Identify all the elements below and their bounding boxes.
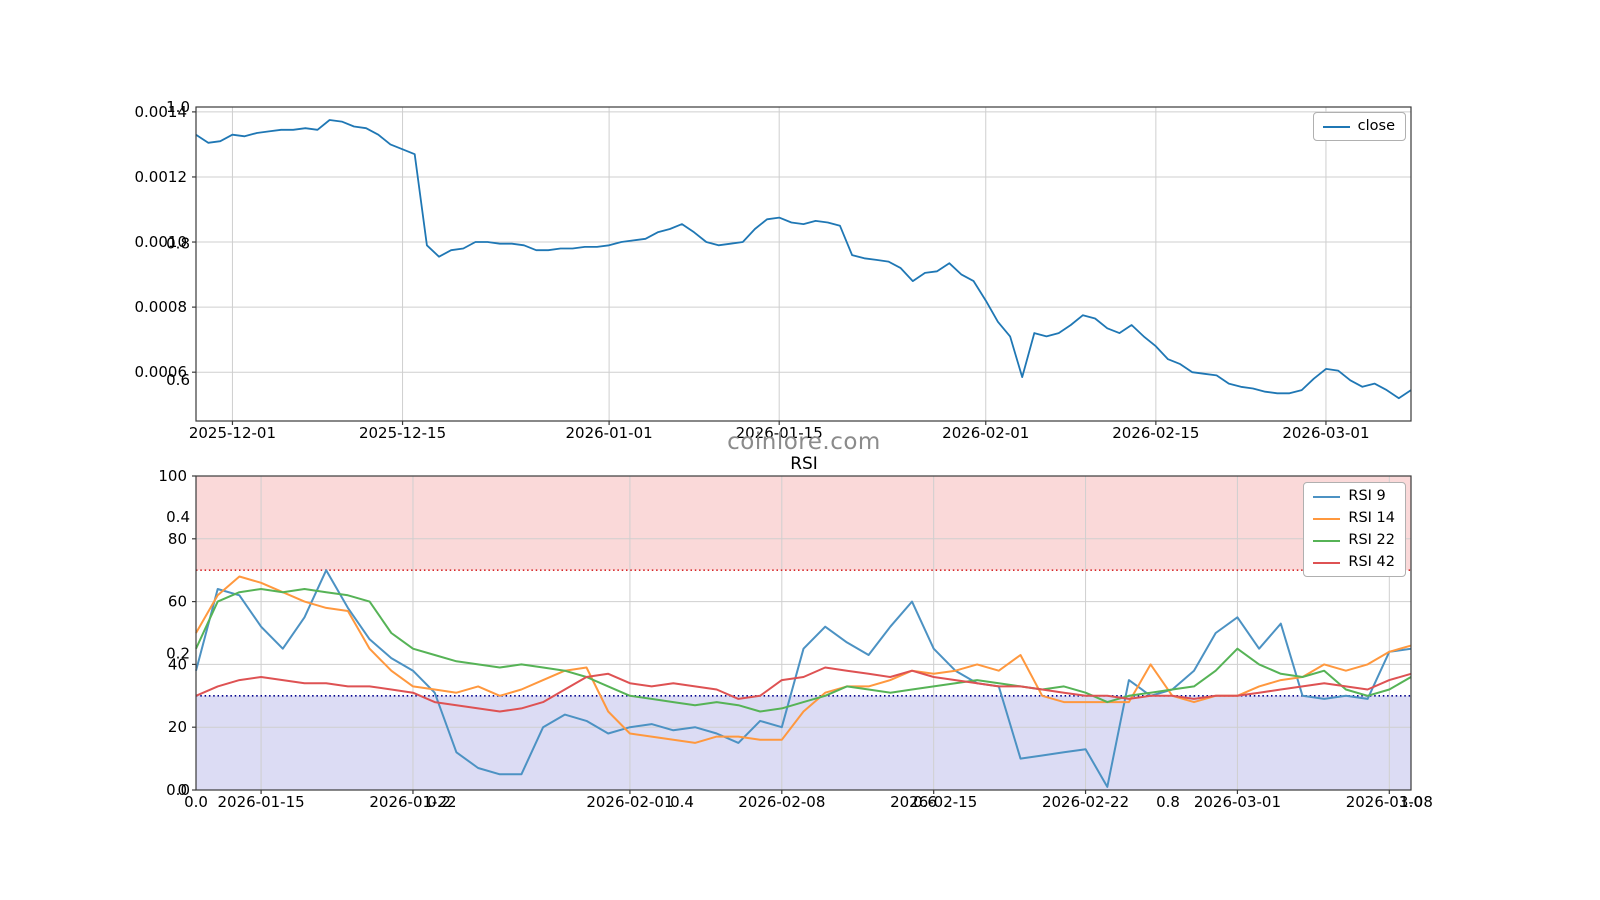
x-tick-label: 2026-01-01 [566, 424, 653, 442]
plot-frame [195, 106, 1412, 422]
x-tick-label: 2025-12-15 [359, 424, 446, 442]
rsi-14-line-sample [1313, 517, 1341, 520]
y-tick-label: 0.0006 [135, 363, 188, 381]
y-tick-label: 0.0012 [135, 168, 188, 186]
y-tick-label: 100 [158, 467, 187, 485]
close-line [195, 119, 1412, 400]
x-tick-label: 2026-02-22 [1042, 793, 1129, 811]
legend-label-close: close [1357, 118, 1395, 134]
legend-entry-rsi-9: RSI 9 [1313, 488, 1395, 505]
x-tick-label: 2026-03-01 [1194, 793, 1281, 811]
phantom-y-tick-label: 1.0 [166, 98, 190, 116]
x-tick-label: 2026-02-01 [942, 424, 1029, 442]
phantom-y-tick-label: 0.4 [166, 508, 190, 526]
x-tick-label: 2026-01-15 [736, 424, 823, 442]
price-plot-area [196, 107, 1411, 421]
rsi-14-line [195, 575, 1412, 744]
rsi-42-line-sample [1313, 561, 1341, 564]
phantom-x-tick-label: 1.0 [1399, 793, 1423, 811]
overbought-band [196, 476, 1411, 571]
phantom-x-tick-label: 0.0 [184, 793, 208, 811]
rsi-42-line [195, 666, 1412, 713]
x-tick-label: 2025-12-01 [189, 424, 276, 442]
y-tick-label: 0.0010 [135, 233, 188, 251]
phantom-y-tick-label: 0.6 [166, 371, 190, 389]
legend-close: close [1312, 112, 1406, 141]
plot-frame [195, 475, 1412, 791]
legend-entry-close: close [1322, 118, 1395, 135]
y-tick-label: 0 [177, 781, 187, 799]
legend-entry-rsi-22: RSI 22 [1313, 532, 1395, 549]
oversold-band [196, 695, 1411, 790]
phantom-x-tick-label: 0.2 [427, 793, 451, 811]
x-tick-label: 2026-03-01 [1282, 424, 1369, 442]
legend-label-rsi-42: RSI 42 [1348, 554, 1395, 570]
rsi-22-line-sample [1313, 539, 1341, 542]
legend-label-rsi-14: RSI 14 [1348, 510, 1395, 526]
close-line-sample [1322, 125, 1350, 128]
x-tick-label: 2026-02-15 [890, 793, 977, 811]
watermark: coinlore.com [727, 429, 881, 455]
y-tick-label: 0.0008 [135, 298, 188, 316]
phantom-x-tick-label: 0.6 [913, 793, 937, 811]
legend-entry-rsi-42: RSI 42 [1313, 554, 1395, 571]
x-tick-label: 2026-02-08 [738, 793, 825, 811]
phantom-x-tick-label: 0.8 [1156, 793, 1180, 811]
legend-label-rsi-22: RSI 22 [1348, 532, 1395, 548]
y-tick-label: 0.0014 [135, 103, 188, 121]
phantom-y-tick-label: 0.8 [166, 235, 190, 253]
rsi-9-line [195, 569, 1412, 788]
y-tick-label: 40 [168, 655, 187, 673]
y-tick-label: 80 [168, 530, 187, 548]
legend-label-rsi-9: RSI 9 [1348, 488, 1386, 504]
rsi-chart-title: RSI [790, 454, 818, 474]
x-tick-label: 2026-01-15 [217, 793, 304, 811]
phantom-y-tick-label: 0.2 [166, 644, 190, 662]
x-tick-label: 2026-02-01 [586, 793, 673, 811]
y-tick-label: 60 [168, 593, 187, 611]
x-tick-label: 2026-02-15 [1112, 424, 1199, 442]
legend-rsi: RSI 9 RSI 14 RSI 22 RSI 42 [1303, 482, 1406, 577]
x-tick-label: 2026-01-22 [369, 793, 456, 811]
legend-entry-rsi-14: RSI 14 [1313, 510, 1395, 527]
y-tick-label: 20 [168, 718, 187, 736]
rsi-9-line-sample [1313, 495, 1341, 498]
rsi-22-line [195, 588, 1412, 713]
x-tick-label: 2026-03-08 [1346, 793, 1433, 811]
phantom-y-tick-label: 0.0 [166, 781, 190, 799]
phantom-x-tick-label: 0.4 [670, 793, 694, 811]
